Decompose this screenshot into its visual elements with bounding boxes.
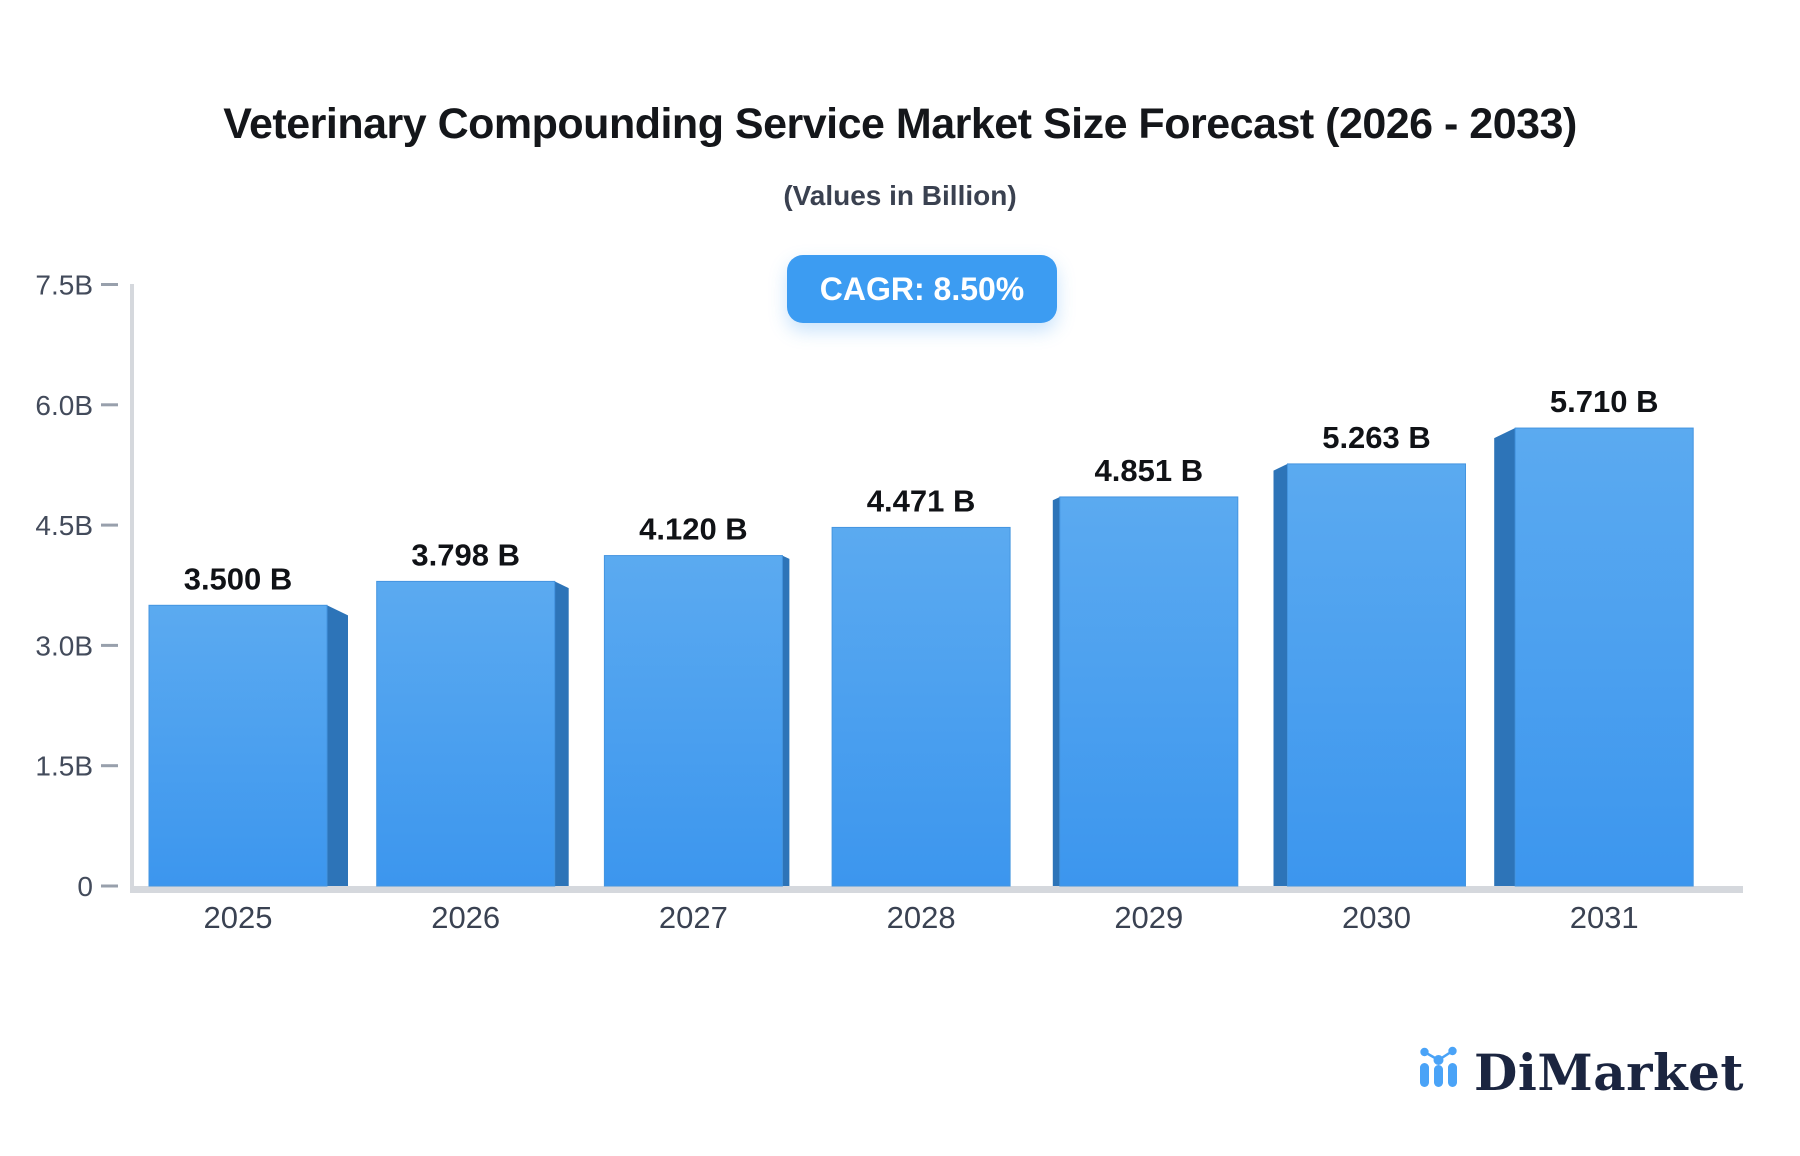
bar-value-label: 5.710 B	[1550, 384, 1659, 419]
bar-chart-logo-icon	[1420, 1046, 1457, 1087]
bar-2030	[1273, 463, 1466, 887]
bar-front-face	[148, 604, 328, 887]
bar-front-face	[603, 555, 783, 887]
bar-value-label: 4.851 B	[1095, 453, 1204, 488]
x-tick-label: 2028	[887, 900, 956, 935]
y-tick-dash	[101, 403, 118, 407]
bar-2029	[1052, 496, 1239, 887]
y-tick-dash	[101, 884, 118, 888]
y-tick-label: 3.0B	[35, 630, 93, 661]
x-tick-label: 2025	[204, 900, 273, 935]
y-tick-label: 1.5B	[35, 751, 93, 782]
y-tick-dash	[101, 283, 118, 286]
y-tick-label: 7.5B	[35, 270, 93, 301]
y-tick-label: 4.5B	[35, 510, 93, 541]
logo-dot	[1420, 1047, 1429, 1057]
bar-side-face	[1273, 463, 1288, 886]
bar-value-label: 5.263 B	[1322, 420, 1431, 455]
bar-value-label: 3.500 B	[184, 561, 293, 596]
logo-dot	[1433, 1055, 1444, 1065]
chart-title: Veterinary Compounding Service Market Si…	[223, 100, 1577, 148]
brand-name: DiMarket	[1474, 1043, 1744, 1102]
bar-value-label: 3.798 B	[411, 537, 520, 572]
chart-subtitle: (Values in Billion)	[783, 180, 1017, 211]
x-tick-label: 2029	[1114, 900, 1183, 935]
y-axis-line	[130, 284, 134, 893]
cagr-badge: CAGR: 8.50%	[787, 255, 1057, 323]
bar-side-face	[1494, 428, 1516, 886]
bar-2026	[376, 580, 569, 887]
axis-layer: 0 1.5B 3.0B 4.5B 6.0B 7.5B	[35, 270, 1743, 902]
y-tick-label: 0	[77, 871, 93, 902]
bar-side-face	[327, 605, 348, 886]
bar-front-face	[1287, 463, 1466, 887]
bar-2027	[603, 555, 790, 887]
bar-2025	[148, 604, 348, 887]
logo-bar	[1420, 1063, 1429, 1087]
y-tick-label: 6.0B	[35, 390, 93, 421]
bar-value-label: 4.471 B	[867, 483, 976, 518]
x-axis-line	[130, 886, 1743, 893]
bar-2028	[831, 526, 1011, 887]
bar-value-label: 4.120 B	[639, 512, 748, 547]
bar-2031	[1494, 427, 1694, 887]
bar-side-face	[554, 581, 569, 886]
logo-dot	[1448, 1046, 1457, 1056]
x-tick-label: 2027	[659, 900, 728, 935]
bar-front-face	[376, 580, 556, 887]
y-tick-dash	[101, 523, 118, 527]
bar-side-face	[782, 555, 790, 886]
bar-front-face	[1059, 496, 1239, 887]
brand-logo: DiMarket	[1412, 1028, 1744, 1098]
bar-side-face	[1052, 496, 1060, 886]
logo-bar	[1448, 1063, 1457, 1087]
x-tick-label: 2031	[1570, 900, 1639, 935]
bar-front-face	[1514, 427, 1694, 887]
x-tick-label: 2030	[1342, 900, 1411, 935]
bars-layer	[148, 427, 1694, 887]
bar-front-face	[831, 526, 1011, 887]
x-tick-label: 2026	[431, 900, 500, 935]
logo-bar	[1434, 1065, 1443, 1087]
y-tick-dash	[101, 643, 118, 647]
y-tick-dash	[101, 764, 118, 768]
labels-layer: 3.500 B 2025 3.798 B 2026 4.120 B 2027 4.471 B…	[184, 384, 1659, 935]
